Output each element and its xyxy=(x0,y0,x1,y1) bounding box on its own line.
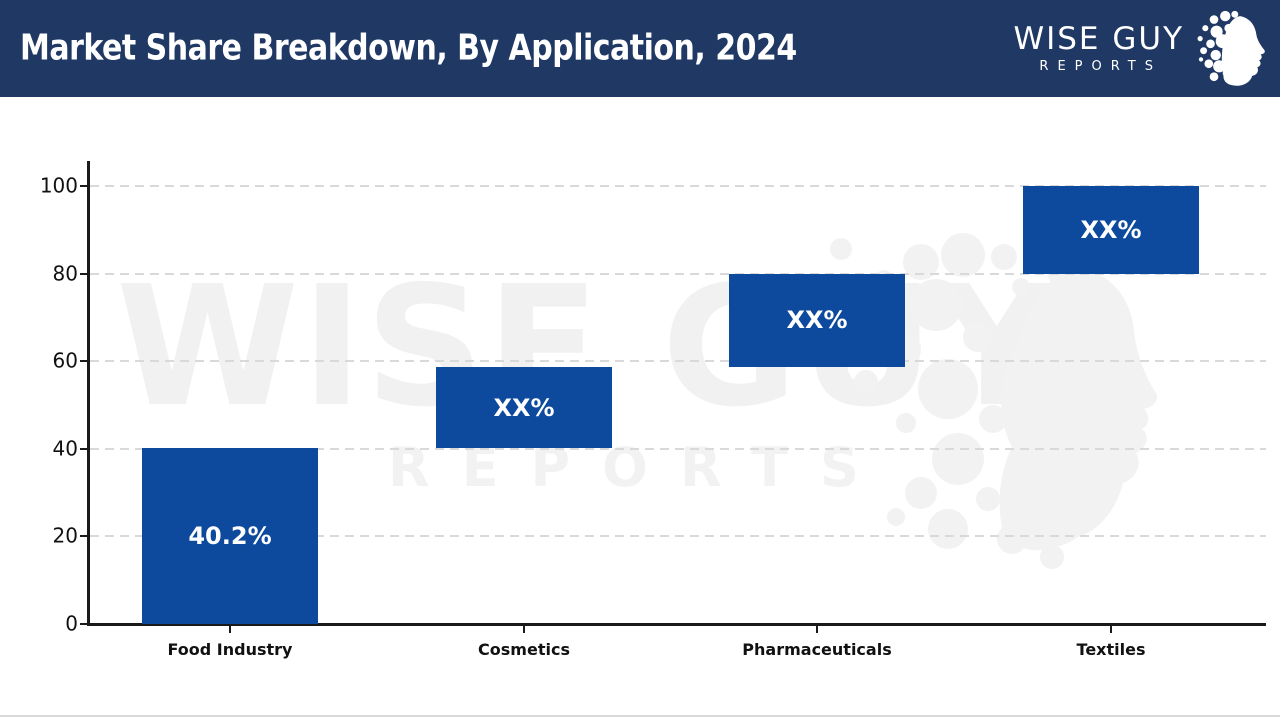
x-category-label: Food Industry xyxy=(167,640,293,659)
bar-value-label: XX% xyxy=(493,393,555,422)
y-tick-label: 40 xyxy=(52,436,78,461)
x-tick-2 xyxy=(523,625,525,633)
bar-value-label: 40.2% xyxy=(188,521,272,550)
x-axis-line xyxy=(87,623,1266,626)
bottom-border xyxy=(0,715,1280,717)
y-tick-40 xyxy=(80,447,88,450)
wiseguy-head-icon xyxy=(1197,10,1265,86)
gridline-40 xyxy=(90,447,1266,450)
header-bar: Market Share Breakdown, By Application, … xyxy=(0,0,1280,97)
bar-chart: WISE GUY REPORTS 0 20 40 60 80 100 40.2% XX% XX%… xyxy=(0,97,1280,718)
gridline-60 xyxy=(90,360,1266,363)
bar-value-label: XX% xyxy=(786,306,848,335)
page-title: Market Share Breakdown, By Application, … xyxy=(20,27,797,70)
x-tick-1 xyxy=(229,625,231,633)
y-tick-label: 100 xyxy=(39,173,78,198)
gridline-100 xyxy=(90,185,1266,187)
y-tick-80 xyxy=(80,272,88,275)
y-tick-20 xyxy=(80,535,88,538)
bar-value-label: XX% xyxy=(1080,215,1142,244)
y-axis-line xyxy=(87,161,90,626)
bar-cosmetics: XX% xyxy=(436,367,612,448)
wiseguy-logo: WISE GUY REPORTS xyxy=(1013,6,1266,92)
gridline-80 xyxy=(90,272,1266,275)
y-tick-label: 60 xyxy=(52,348,78,373)
x-category-label: Cosmetics xyxy=(478,640,570,659)
gridline-20 xyxy=(90,535,1266,538)
y-tick-label: 0 xyxy=(65,611,78,636)
x-tick-4 xyxy=(1110,625,1112,633)
y-tick-0 xyxy=(80,623,88,625)
x-category-label: Textiles xyxy=(1076,640,1146,659)
logo-subtitle: REPORTS xyxy=(1039,58,1163,74)
y-tick-label: 80 xyxy=(52,261,78,286)
x-tick-3 xyxy=(816,625,818,633)
y-tick-100 xyxy=(80,185,88,187)
y-tick-label: 20 xyxy=(52,523,78,548)
y-tick-60 xyxy=(80,360,88,363)
bar-textiles: XX% xyxy=(1023,186,1199,274)
watermark-head-icon xyxy=(830,233,1158,569)
bar-pharmaceuticals: XX% xyxy=(729,273,905,368)
logo-wordmark: WISE GUY xyxy=(1013,20,1184,57)
x-category-label: Pharmaceuticals xyxy=(742,640,892,659)
logo-text: WISE GUY REPORTS xyxy=(1013,20,1184,74)
bar-food-industry: 40.2% xyxy=(142,447,318,624)
